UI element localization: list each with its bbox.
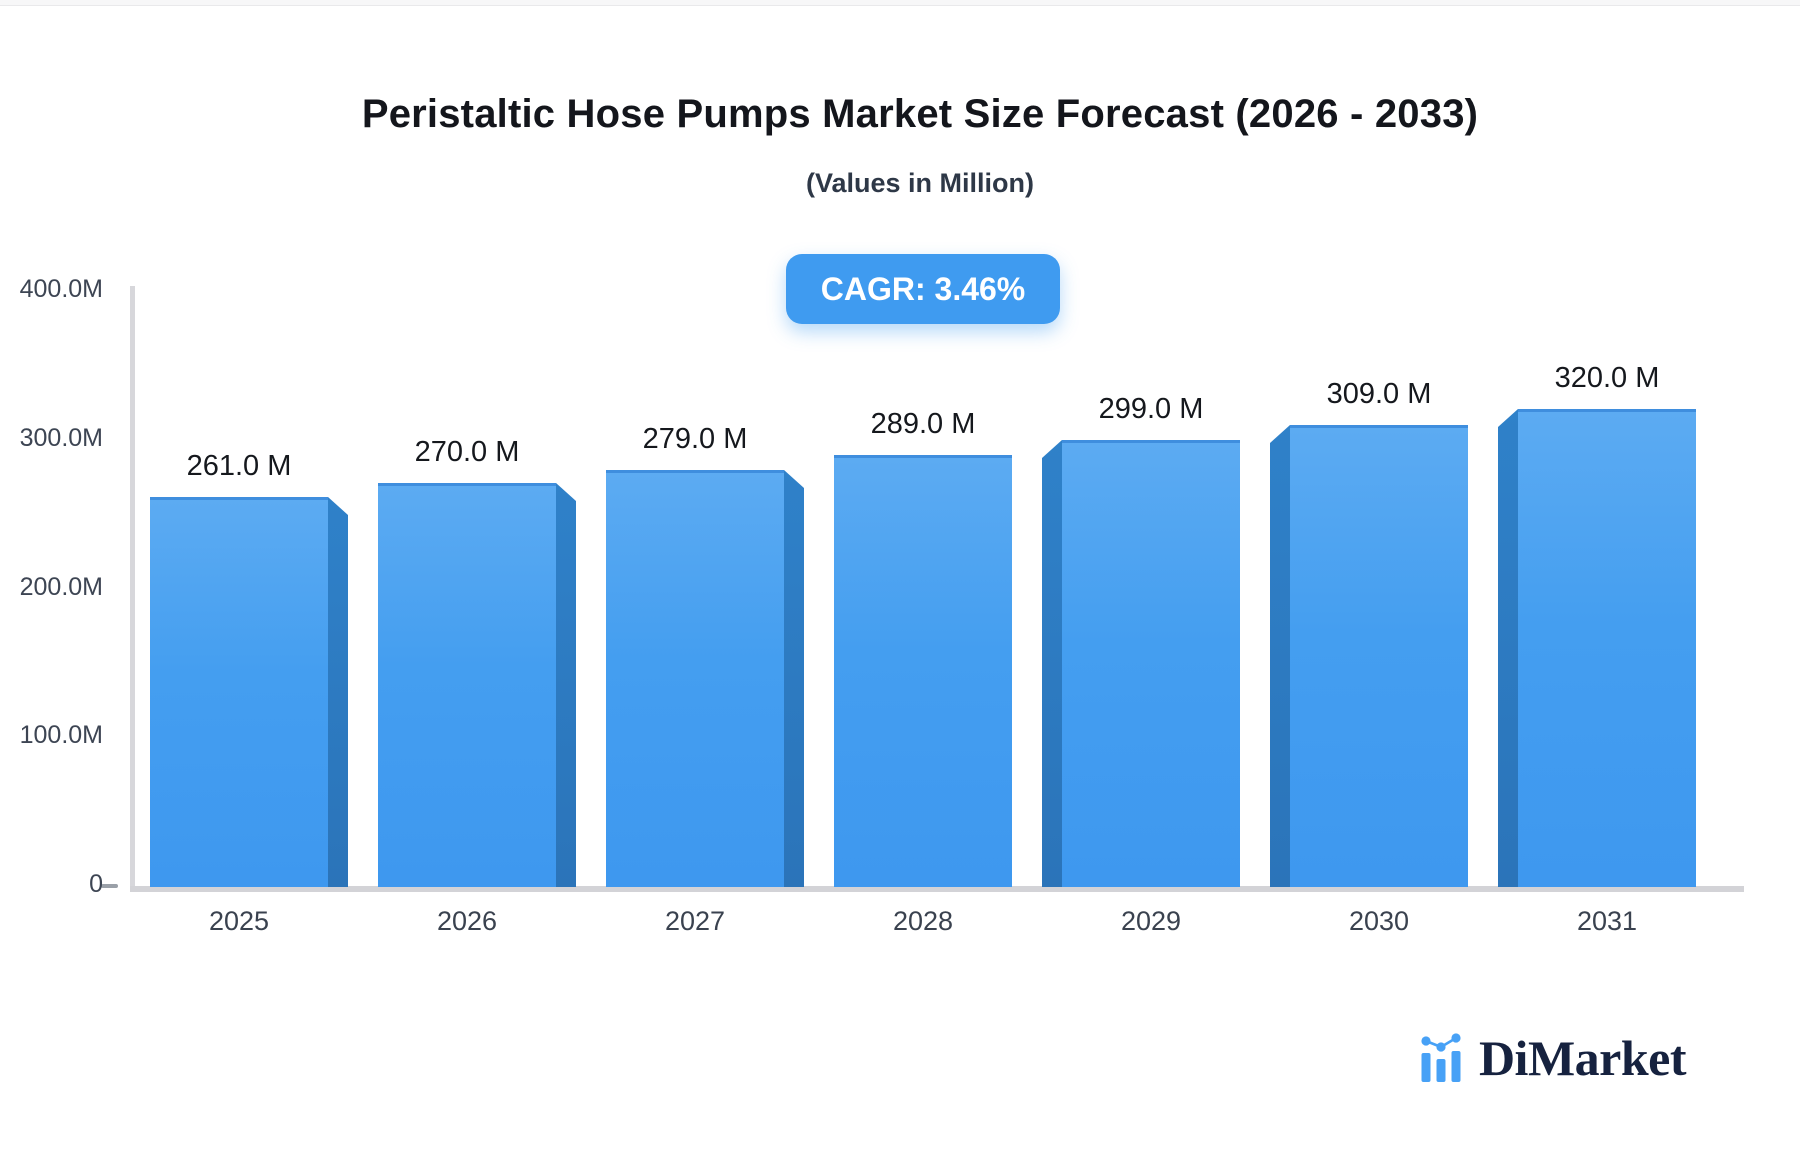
chart-title: Peristaltic Hose Pumps Market Size Forec… — [361, 92, 1479, 136]
bar-side-face — [1498, 409, 1518, 887]
page-top-edge — [0, 0, 1800, 6]
bar-value-label: 270.0 M — [414, 436, 520, 468]
bar-2029[interactable] — [1062, 440, 1240, 887]
bar-value-label: 299.0 M — [1098, 393, 1204, 425]
x-axis-label: 2026 — [436, 906, 498, 936]
y-axis-line — [130, 286, 135, 887]
zero-tick-mark — [101, 884, 118, 888]
bar-value-label: 261.0 M — [186, 450, 292, 482]
bar-2031[interactable] — [1518, 409, 1696, 887]
y-axis-label: 400.0M — [19, 275, 103, 303]
bar-2026[interactable] — [378, 483, 556, 887]
bar-value-label: 279.0 M — [642, 423, 748, 455]
bar-2028[interactable] — [834, 455, 1012, 887]
bar-value-label: 309.0 M — [1326, 378, 1432, 410]
x-axis-label: 2029 — [1120, 906, 1182, 936]
bar-value-label: 320.0 M — [1554, 362, 1660, 394]
bar-chart-logo-icon — [1421, 1033, 1461, 1082]
y-axis-label: 0 — [89, 870, 103, 898]
x-axis-label: 2028 — [892, 906, 954, 936]
bar-side-face — [556, 483, 576, 887]
cagr-badge: CAGR: 3.46% — [786, 254, 1060, 324]
bar-2030[interactable] — [1290, 425, 1468, 887]
brand-logo: DiMarket — [1419, 1030, 1687, 1086]
x-axis-label: 2030 — [1348, 906, 1410, 936]
chart-subtitle: (Values in Million) — [805, 168, 1035, 198]
bar-side-face — [1270, 425, 1290, 887]
y-axis-label: 200.0M — [19, 573, 103, 601]
bar-side-face — [328, 497, 348, 887]
bar-2027[interactable] — [606, 470, 784, 887]
brand-logo-text: DiMarket — [1478, 1030, 1687, 1086]
x-axis-label: 2031 — [1576, 906, 1638, 936]
x-axis-label: 2027 — [664, 906, 726, 936]
y-axis-label: 100.0M — [19, 721, 103, 749]
bar-2025[interactable] — [150, 497, 328, 887]
bar-value-label: 289.0 M — [870, 408, 976, 440]
bar-side-face — [1042, 440, 1062, 887]
x-axis-label: 2025 — [208, 906, 270, 936]
y-axis-label: 300.0M — [19, 424, 103, 452]
x-axis-line — [130, 886, 1744, 892]
bar-side-face — [784, 470, 804, 887]
